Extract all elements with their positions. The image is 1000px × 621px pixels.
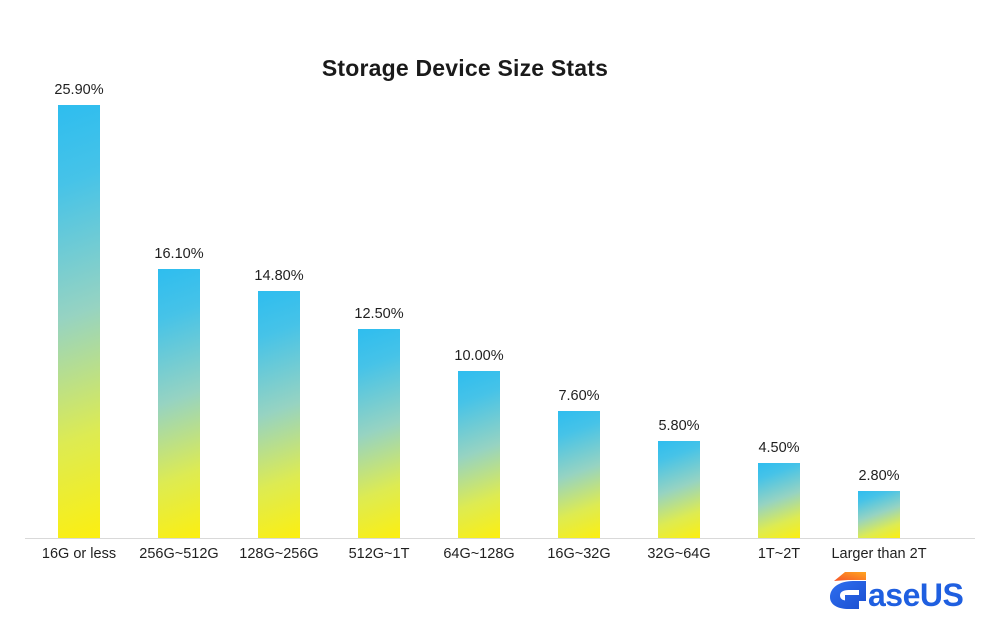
bar[interactable] bbox=[158, 269, 200, 538]
bar-group: 10.00% bbox=[429, 0, 529, 538]
chart-title: Storage Device Size Stats bbox=[321, 55, 609, 81]
bar-value-label: 12.50% bbox=[354, 306, 404, 322]
category-label: 32G~64G bbox=[647, 546, 711, 562]
bar[interactable] bbox=[258, 291, 300, 538]
category-label: 256G~512G bbox=[139, 546, 219, 562]
category-label: 128G~256G bbox=[239, 546, 319, 562]
bar[interactable] bbox=[58, 105, 100, 538]
bar-value-label: 4.50% bbox=[758, 440, 800, 456]
x-axis-category-labels: 16G or less 256G~512G 128G~256G 512G~1T 64G~… bbox=[0, 546, 1000, 570]
bar-value-label: 25.90% bbox=[54, 82, 104, 98]
category-label: 16G or less bbox=[41, 546, 117, 562]
category-label: 16G~32G bbox=[547, 546, 611, 562]
bar-value-label: 7.60% bbox=[558, 388, 600, 404]
category-label: 1T~2T bbox=[757, 546, 801, 562]
bar-group: 25.90% bbox=[29, 0, 129, 538]
bar-value-label: 10.00% bbox=[454, 348, 504, 364]
bar-group: 4.50% bbox=[729, 0, 829, 538]
bar-group: 12.50% bbox=[329, 0, 429, 538]
bar-group: 7.60% bbox=[529, 0, 629, 538]
bar-value-label: 16.10% bbox=[154, 246, 204, 262]
bar[interactable] bbox=[658, 441, 700, 538]
easeus-logo-mark: aseUS bbox=[830, 572, 964, 613]
bar-group: 5.80% bbox=[629, 0, 729, 538]
plot-area: 25.90% 16.10% 14.80% 12.50% 10.00% 7.60% 5.80%… bbox=[29, 0, 929, 538]
bar[interactable] bbox=[358, 329, 400, 538]
bar-group: 16.10% bbox=[129, 0, 229, 538]
bar-value-label: 14.80% bbox=[254, 268, 304, 284]
bar[interactable] bbox=[558, 411, 600, 538]
bar-group: 14.80% bbox=[229, 0, 329, 538]
x-axis-line bbox=[25, 538, 975, 539]
bar[interactable] bbox=[858, 491, 900, 538]
category-label: Larger than 2T bbox=[831, 546, 927, 562]
bar[interactable] bbox=[758, 463, 800, 538]
easeus-logo: aseUS bbox=[828, 570, 978, 613]
bar-value-label: 2.80% bbox=[858, 468, 900, 484]
category-label: 512G~1T bbox=[348, 546, 410, 562]
bar[interactable] bbox=[458, 371, 500, 538]
category-label: 64G~128G bbox=[443, 546, 515, 562]
bar-group: 2.80% bbox=[829, 0, 929, 538]
bar-value-label: 5.80% bbox=[658, 418, 700, 434]
easeus-logo-text: aseUS bbox=[868, 577, 964, 610]
